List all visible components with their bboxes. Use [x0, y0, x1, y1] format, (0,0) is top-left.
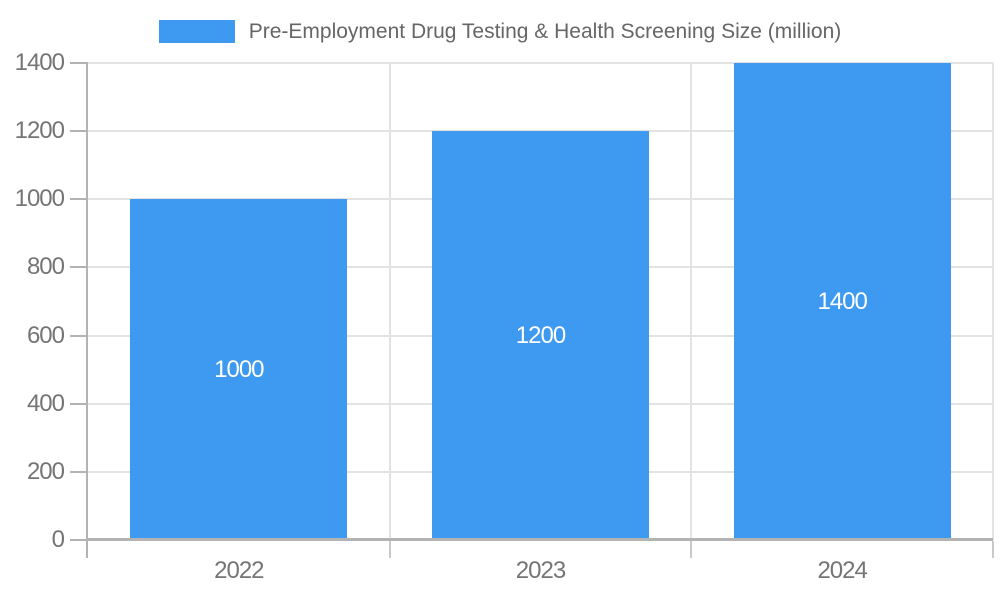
y-tick-mark [70, 62, 88, 64]
bar: 1400 [733, 63, 951, 540]
category-separator [388, 63, 391, 540]
y-tick-mark [70, 198, 88, 201]
x-tick-mark [690, 541, 693, 558]
y-axis-tick-label: 200 [26, 457, 65, 485]
y-axis-tick-label: 400 [26, 389, 65, 417]
x-axis-tick-label: 2024 [817, 557, 867, 584]
y-axis-line [86, 63, 88, 558]
y-tick-mark [70, 402, 88, 405]
y-axis-tick-label: 1400 [14, 49, 65, 76]
y-tick-mark [70, 266, 88, 269]
x-tick-mark [388, 541, 391, 558]
category-separator [992, 63, 994, 540]
y-tick-mark [70, 539, 88, 541]
bar: 1200 [432, 131, 649, 540]
x-tick-mark [992, 541, 994, 558]
category-separator [690, 63, 693, 540]
y-tick-mark [70, 470, 88, 473]
x-axis-tick-label: 2023 [515, 557, 566, 584]
y-axis-tick-label: 600 [26, 321, 65, 349]
bar: 1000 [130, 199, 348, 540]
y-tick-mark [70, 334, 88, 337]
x-axis-line [88, 538, 993, 541]
y-axis-tick-label: 800 [26, 253, 65, 281]
y-axis-tick-label: 1000 [14, 185, 65, 213]
legend-swatch [158, 19, 235, 43]
legend: Pre-Employment Drug Testing & Health Scr… [0, 13, 1000, 49]
bar-value-label: 1400 [817, 287, 867, 315]
x-axis-tick-label: 2022 [214, 557, 264, 584]
y-axis-tick-label: 0 [51, 526, 65, 553]
plot-area: 1000 1200 1400 [88, 62, 994, 540]
y-gridline [88, 130, 993, 133]
y-tick-mark [70, 130, 88, 133]
bar-value-label: 1000 [214, 355, 264, 383]
y-gridline [88, 62, 993, 64]
bar-value-label: 1200 [515, 321, 566, 349]
legend-label: Pre-Employment Drug Testing & Health Scr… [248, 19, 842, 43]
y-axis-tick-label: 1200 [14, 117, 65, 145]
